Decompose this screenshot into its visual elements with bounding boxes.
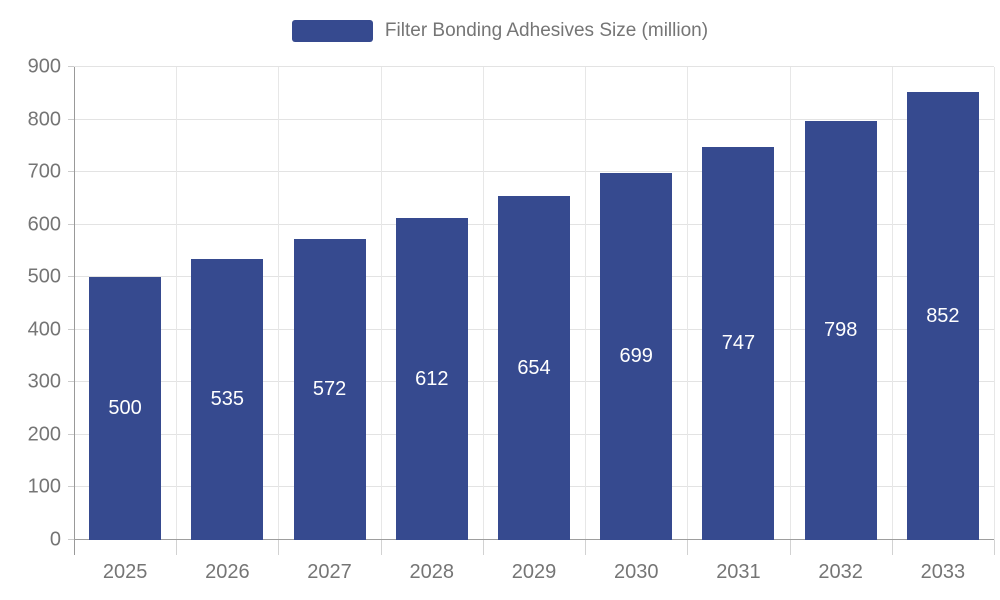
x-axis-tick bbox=[176, 540, 178, 555]
bar-value-label: 798 bbox=[823, 318, 858, 341]
gridline-v bbox=[176, 67, 178, 540]
x-axis-label: 2029 bbox=[511, 561, 557, 583]
y-axis-label: 300 bbox=[27, 370, 61, 393]
gridline-v bbox=[585, 67, 587, 540]
y-axis-line bbox=[74, 67, 75, 555]
y-axis-label: 100 bbox=[27, 475, 61, 498]
y-axis-tick bbox=[68, 223, 74, 225]
y-axis-tick bbox=[68, 66, 74, 67]
x-axis-label: 2028 bbox=[409, 561, 455, 583]
y-axis-label: 400 bbox=[27, 318, 61, 341]
y-axis-tick bbox=[68, 433, 74, 435]
bar[interactable]: 500 bbox=[89, 277, 162, 540]
x-axis-tick bbox=[585, 540, 587, 555]
gridline-v bbox=[380, 67, 382, 540]
legend-item[interactable]: Filter Bonding Adhesives Size (million) bbox=[291, 20, 709, 42]
gridline-h bbox=[74, 171, 994, 173]
x-axis-label: 2027 bbox=[307, 561, 352, 583]
bar[interactable]: 699 bbox=[600, 172, 673, 540]
x-axis-tick bbox=[994, 540, 995, 555]
x-axis-label: 2031 bbox=[716, 561, 761, 583]
bar[interactable]: 798 bbox=[804, 120, 877, 540]
y-axis-tick bbox=[68, 486, 74, 488]
legend-swatch-icon bbox=[291, 20, 373, 42]
y-axis-tick bbox=[68, 171, 74, 173]
x-axis-label: 2030 bbox=[613, 561, 659, 583]
x-axis-label: 2032 bbox=[818, 561, 863, 583]
x-axis-tick bbox=[687, 540, 689, 555]
y-axis-label: 500 bbox=[27, 265, 61, 288]
bar[interactable]: 852 bbox=[906, 92, 979, 540]
gridline-v bbox=[891, 67, 893, 540]
y-axis-label: 800 bbox=[27, 108, 61, 131]
x-axis-tick bbox=[789, 540, 791, 555]
y-axis-label: 200 bbox=[27, 423, 61, 446]
legend: Filter Bonding Adhesives Size (million) bbox=[0, 20, 1000, 42]
gridline-v bbox=[994, 67, 995, 540]
legend-label: Filter Bonding Adhesives Size (million) bbox=[384, 20, 709, 41]
bar-value-label: 500 bbox=[108, 397, 142, 420]
x-axis-tick bbox=[482, 540, 484, 555]
x-axis-tick bbox=[891, 540, 893, 555]
gridline-v bbox=[278, 67, 280, 540]
y-axis-label: 0 bbox=[49, 528, 61, 551]
gridline-h bbox=[74, 118, 994, 120]
bar-value-label: 699 bbox=[619, 344, 653, 367]
gridline-v bbox=[789, 67, 791, 540]
x-axis-tick bbox=[380, 540, 382, 555]
bar[interactable]: 612 bbox=[395, 218, 468, 540]
y-axis-label: 700 bbox=[27, 160, 61, 183]
bar-value-label: 572 bbox=[312, 378, 347, 401]
bar[interactable]: 654 bbox=[498, 196, 570, 540]
y-axis-tick bbox=[68, 328, 74, 330]
gridline-h bbox=[74, 66, 994, 67]
y-axis-tick bbox=[68, 539, 74, 540]
bar[interactable]: 747 bbox=[702, 147, 775, 540]
x-axis-label: 2033 bbox=[920, 561, 966, 583]
y-axis-label: 900 bbox=[27, 55, 61, 78]
x-axis-tick bbox=[278, 540, 280, 555]
y-axis-tick bbox=[68, 118, 74, 120]
bar-value-label: 535 bbox=[210, 387, 245, 410]
y-axis-tick bbox=[68, 381, 74, 383]
plot-area: 0 100 200 300 400 500 600 700 800 900 2025 2026 2027… bbox=[28, 56, 995, 583]
x-axis-label: 2026 bbox=[205, 561, 250, 583]
bar-value-label: 747 bbox=[721, 332, 756, 355]
bar[interactable]: 572 bbox=[293, 239, 366, 540]
y-axis-tick bbox=[68, 276, 74, 278]
bar[interactable]: 535 bbox=[191, 258, 264, 540]
bar-value-label: 612 bbox=[415, 367, 449, 390]
bar-value-label: 852 bbox=[926, 304, 960, 327]
bar-value-label: 654 bbox=[517, 356, 551, 379]
gridline-v bbox=[687, 67, 689, 540]
y-axis-label: 600 bbox=[27, 213, 61, 236]
gridline-v bbox=[482, 67, 484, 540]
x-axis-label: 2025 bbox=[102, 561, 148, 583]
